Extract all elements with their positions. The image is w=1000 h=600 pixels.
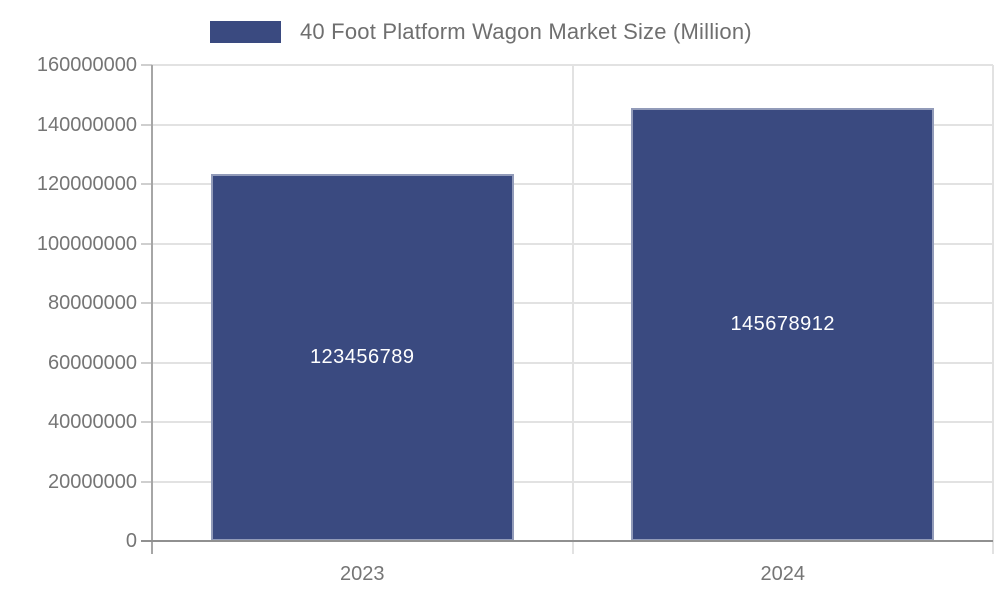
y-tick-label: 0 xyxy=(125,530,137,552)
bar-value-label: 123456789 xyxy=(309,346,415,369)
bar-value-label: 145678912 xyxy=(730,313,836,336)
y-tick-mark xyxy=(141,123,152,126)
chart-legend[interactable]: 40 Foot Platform Wagon Market Size (Mill… xyxy=(210,18,752,46)
x-tick-label[interactable]: 2024 xyxy=(760,563,806,585)
y-tick-label: 40000000 xyxy=(48,411,137,433)
y-tick-mark xyxy=(141,421,152,423)
y-tick-mark xyxy=(141,480,152,483)
y-tick-mark xyxy=(141,361,152,364)
y-tick-label: 120000000 xyxy=(36,173,137,195)
y-tick-mark xyxy=(141,64,152,66)
y-tick-label: 20000000 xyxy=(48,470,137,493)
y-tick-mark xyxy=(141,183,152,185)
y-tick-label: 80000000 xyxy=(48,292,137,314)
legend-swatch xyxy=(210,21,281,43)
y-tick-label: 60000000 xyxy=(48,351,137,374)
x-tick-label[interactable]: 2023 xyxy=(340,563,385,585)
y-tick-mark xyxy=(141,242,152,245)
y-tick-label: 100000000 xyxy=(36,232,137,255)
y-axis-line xyxy=(151,65,153,554)
y-tick-label: 140000000 xyxy=(36,113,137,136)
bar[interactable] xyxy=(631,107,935,541)
x-gridline xyxy=(992,65,994,554)
y-tick-mark xyxy=(141,302,152,304)
legend-label: 40 Foot Platform Wagon Market Size (Mill… xyxy=(300,19,752,44)
bar[interactable] xyxy=(210,173,514,541)
y-tick-label: 160000000 xyxy=(36,54,137,76)
x-gridline xyxy=(571,65,574,554)
x-axis-line xyxy=(141,540,993,542)
